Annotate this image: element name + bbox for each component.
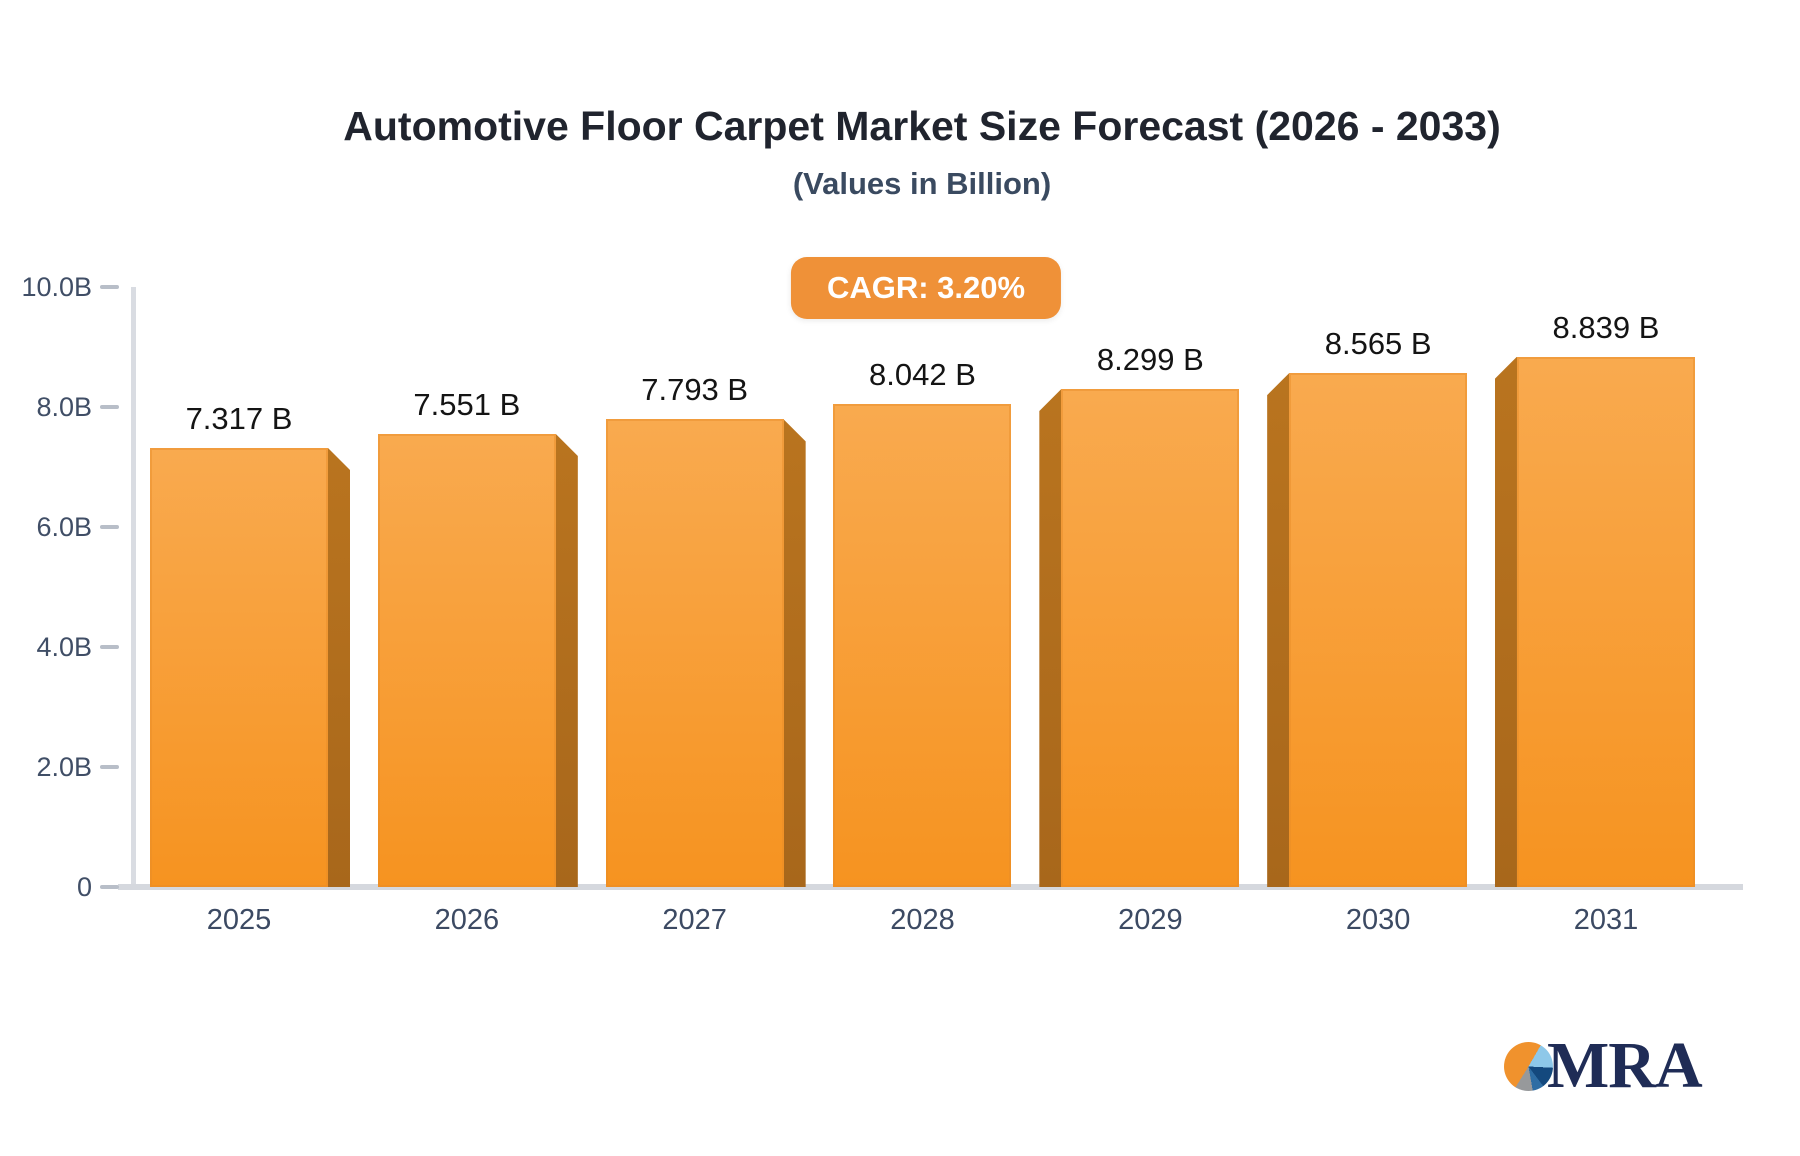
x-axis-label: 2029	[1118, 904, 1183, 936]
y-axis-tick-mark	[100, 405, 119, 409]
bar-value-label: 8.042 B	[869, 357, 976, 393]
bar-value-label: 8.299 B	[1096, 342, 1204, 378]
x-axis-label: 2030	[1345, 904, 1411, 936]
bar-value-label: 7.551 B	[413, 386, 521, 422]
bar-value-label: 7.793 B	[641, 372, 749, 408]
bar-2029[interactable]	[1061, 389, 1240, 887]
y-axis-tick-label: 0	[76, 872, 92, 902]
pie-chart-logo-icon	[1504, 1041, 1553, 1091]
bar-side-2027	[783, 419, 806, 887]
y-axis-tick-mark	[100, 645, 119, 649]
bar-value-label: 8.839 B	[1552, 309, 1660, 345]
chart-subtitle: (Values in Billion)	[792, 166, 1052, 201]
y-axis-tick-label: 4.0B	[36, 632, 92, 662]
y-axis-tick-label: 2.0B	[36, 752, 92, 782]
bar-side-2030	[1267, 373, 1290, 887]
x-axis-label: 2031	[1573, 904, 1639, 936]
bar-2025[interactable]	[150, 447, 328, 887]
bar-2031[interactable]	[1516, 356, 1695, 887]
mra-logo: MRA	[1504, 1029, 1703, 1102]
bar-2027[interactable]	[605, 419, 784, 887]
y-axis-tick-label: 6.0B	[36, 512, 92, 542]
logo-text: MRA	[1547, 1029, 1703, 1102]
x-axis-label: 2025	[206, 904, 272, 936]
y-axis-tick-mark	[100, 525, 119, 529]
y-axis-tick-label: 10.0B	[21, 272, 92, 302]
x-axis-line	[118, 884, 1743, 890]
x-axis-label: 2026	[434, 904, 500, 936]
bar-side-2025	[328, 447, 350, 887]
y-axis-tick-mark	[100, 885, 119, 889]
bar-value-label: 7.317 B	[185, 400, 293, 436]
y-axis-tick-mark	[100, 765, 119, 769]
chart-title: Automotive Floor Carpet Market Size Fore…	[343, 103, 1501, 149]
bar-2030[interactable]	[1289, 373, 1468, 887]
bar-value-label: 8.565 B	[1324, 326, 1432, 362]
y-axis-tick-mark	[100, 285, 119, 289]
x-axis-label: 2027	[662, 904, 727, 936]
bar-side-2031	[1494, 356, 1517, 887]
cagr-badge: CAGR: 3.20%	[790, 257, 1062, 319]
bar-side-2026	[555, 433, 578, 887]
y-axis-line	[131, 287, 136, 887]
bar-2028[interactable]	[833, 404, 1012, 887]
bar-side-2029	[1039, 389, 1062, 887]
y-axis-tick-label: 8.0B	[36, 392, 92, 422]
bar-2026[interactable]	[377, 433, 556, 887]
x-axis-label: 2028	[890, 904, 955, 936]
